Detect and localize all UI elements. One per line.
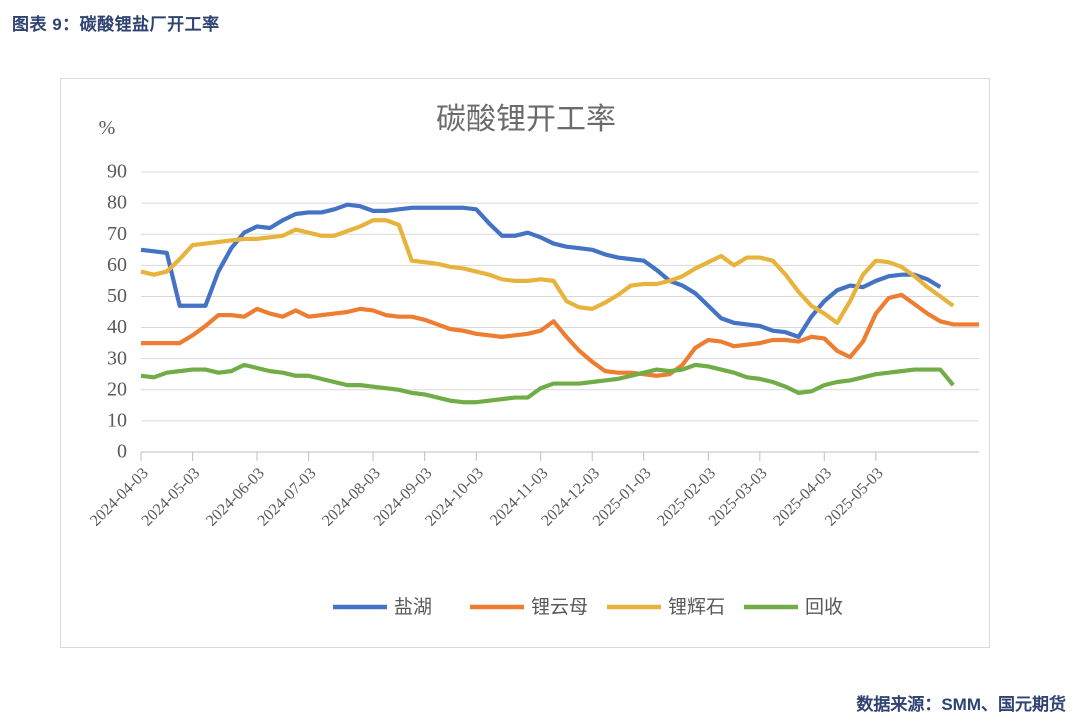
y-axis-tick-label: 20 <box>107 378 127 400</box>
series-lines <box>140 202 979 405</box>
y-axis-tick-label: 50 <box>107 285 127 307</box>
y-axis-tick-label: 90 <box>107 161 127 183</box>
y-axis-tick-label: 0 <box>117 441 127 463</box>
legend-label-锂辉石: 锂辉石 <box>668 596 725 618</box>
y-axis-unit-label: % <box>99 117 116 139</box>
source-note: 数据来源：SMM、国元期货 <box>856 695 1066 714</box>
y-axis-tick-label: 40 <box>107 316 127 338</box>
legend-label-回收: 回收 <box>805 596 843 618</box>
legend-label-盐湖: 盐湖 <box>394 596 432 618</box>
series-line-盐湖 <box>140 202 942 339</box>
y-axis-tick-label: 30 <box>107 347 127 369</box>
figure-caption: 图表 9：碳酸锂盐厂开工率 <box>12 15 220 34</box>
y-axis-tick-labels: 0 10 20 30 40 50 60 70 80 90 <box>107 161 127 463</box>
series-line-回收 <box>140 362 955 405</box>
y-axis-tick-label: 60 <box>107 254 127 276</box>
series-line-锂云母 <box>141 292 979 378</box>
series-line-锂辉石 <box>140 218 955 325</box>
legend-label-锂云母: 锂云母 <box>531 596 588 618</box>
chart-legend: 盐湖 锂云母 锂辉石 回收 <box>333 596 843 618</box>
chart-title: 碳酸锂开工率 <box>436 103 616 136</box>
y-axis-tick-label: 80 <box>107 192 127 214</box>
x-axis-ticks <box>140 451 979 461</box>
chart-container: 碳酸锂开工率 % 0 10 20 30 40 50 60 70 80 90 2024-04-03 2… <box>60 78 990 648</box>
line-chart: 碳酸锂开工率 % 0 10 20 30 40 50 60 70 80 90 2024-04-032… <box>87 103 979 618</box>
y-axis-tick-label: 10 <box>107 409 127 431</box>
y-axis-tick-label: 70 <box>107 223 127 245</box>
